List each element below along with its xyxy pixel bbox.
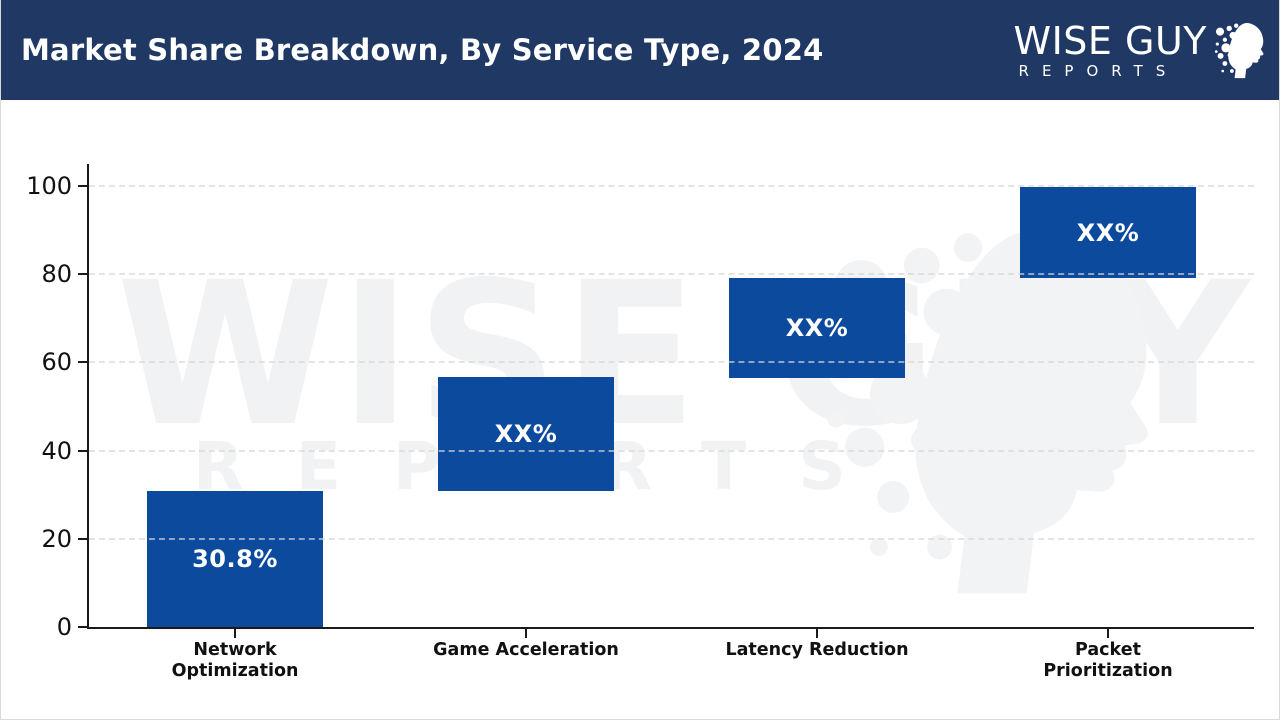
y-axis-tick-mark — [78, 626, 87, 628]
x-axis-tick-mark — [234, 629, 236, 638]
bar-segment: XX% — [1020, 187, 1196, 278]
y-axis-line — [87, 164, 89, 629]
y-axis-tick-label: 40 — [41, 436, 72, 465]
bar-value-label: 30.8% — [192, 545, 278, 573]
y-axis-tick-label: 100 — [26, 172, 72, 200]
x-axis-tick-mark — [1107, 629, 1109, 638]
x-axis-tick-mark — [525, 629, 527, 638]
logo-subtitle: REPORTS — [1018, 61, 1179, 80]
brand-logo-text: WISE GUY REPORTS — [1014, 21, 1207, 80]
x-axis-line — [87, 627, 1254, 629]
x-axis-tick-label: Latency Reduction — [725, 640, 909, 660]
y-axis-tick-mark — [78, 537, 87, 540]
x-axis-tick-mark — [816, 629, 818, 638]
y-axis-tick-mark — [78, 449, 87, 452]
bar-value-label: XX% — [1076, 218, 1140, 247]
gridline — [89, 537, 1254, 540]
gridline — [89, 185, 1254, 187]
x-axis-tick-label: Packet Prioritization — [1043, 640, 1173, 681]
gridline — [89, 361, 1254, 364]
bar-segment: XX% — [438, 377, 614, 491]
y-axis-tick-mark — [78, 361, 87, 364]
gridline — [89, 273, 1254, 276]
page-title: Market Share Breakdown, By Service Type,… — [21, 33, 824, 67]
header: Market Share Breakdown, By Service Type,… — [1, 0, 1279, 100]
y-axis-tick-label: 20 — [41, 524, 72, 553]
x-axis-tick-label: Network Optimization — [171, 640, 299, 681]
y-axis-tick-mark — [78, 185, 87, 187]
logo-face-icon — [1214, 22, 1264, 79]
y-axis-tick-label: 0 — [56, 613, 72, 641]
gridline — [89, 449, 1254, 452]
y-axis-tick-label: 60 — [41, 348, 72, 377]
y-axis-tick-mark — [78, 273, 87, 276]
bar-value-label: XX% — [785, 314, 849, 342]
brand-logo: WISE GUY REPORTS — [1014, 0, 1267, 100]
bar-segment: 30.8% — [147, 491, 323, 627]
logo-wordmark: WISE GUY — [1013, 18, 1207, 63]
y-axis-tick-label: 80 — [41, 260, 72, 289]
x-axis-tick-label: Game Acceleration — [433, 640, 619, 660]
bar-value-label: XX% — [494, 420, 558, 448]
